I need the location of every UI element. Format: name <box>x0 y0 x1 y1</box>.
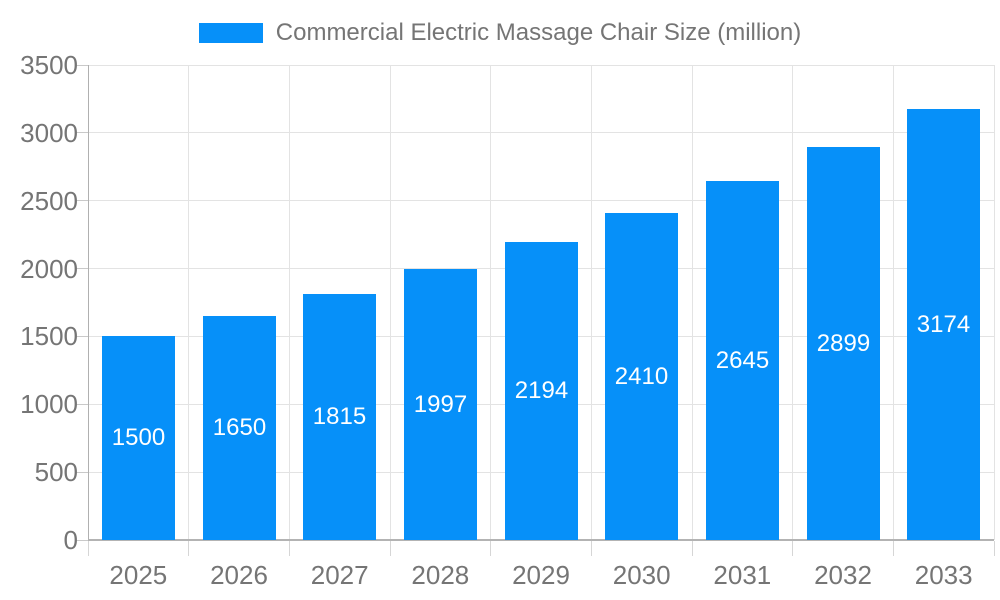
y-tick-label: 1000 <box>20 389 78 420</box>
x-axis-tick <box>188 541 190 556</box>
legend-label: Commercial Electric Massage Chair Size (… <box>275 19 802 46</box>
legend-item[interactable]: Commercial Electric Massage Chair Size (… <box>198 19 802 47</box>
legend-swatch-icon <box>198 23 263 43</box>
y-axis-tick <box>76 335 88 337</box>
x-tick-label: 2031 <box>713 560 772 590</box>
x-gridline <box>590 65 592 540</box>
y-tick-label: 0 <box>63 525 78 555</box>
y-tick-label: 3000 <box>20 117 78 148</box>
y-tick-label: 2500 <box>20 185 78 216</box>
x-gridline <box>993 65 995 540</box>
bar[interactable]: 2899 <box>807 147 880 540</box>
y-axis-tick <box>76 64 88 66</box>
bar[interactable]: 1500 <box>102 336 175 540</box>
x-axis-tick <box>87 541 89 556</box>
x-tick-label: 2026 <box>210 560 268 590</box>
y-tick-label: 2000 <box>20 253 78 284</box>
y-axis-line <box>88 65 89 540</box>
bar-value-label: 2410 <box>614 362 669 390</box>
x-axis-tick <box>792 541 794 556</box>
legend: Commercial Electric Massage Chair Size (… <box>0 17 1000 49</box>
x-gridline <box>490 65 492 540</box>
y-tick-label: 1500 <box>20 321 78 352</box>
bar[interactable]: 3174 <box>907 109 980 540</box>
x-tick-label: 2030 <box>612 560 671 590</box>
bar[interactable]: 1650 <box>203 316 276 540</box>
x-gridline <box>892 65 894 540</box>
x-tick-label: 2029 <box>512 560 570 590</box>
x-tick-label: 2033 <box>914 560 973 590</box>
bar-value-label: 3174 <box>916 310 971 338</box>
x-axis-line <box>88 539 994 541</box>
y-axis-tick <box>76 403 88 405</box>
y-tick-label: 3500 <box>20 50 78 80</box>
bar[interactable]: 2410 <box>605 213 678 540</box>
x-gridline <box>389 65 391 540</box>
y-gridline <box>88 132 994 134</box>
bar-value-label: 2645 <box>715 346 770 374</box>
bar-value-label: 1815 <box>312 403 367 430</box>
x-axis-tick <box>691 541 693 556</box>
bar-value-label: 1500 <box>111 424 166 451</box>
x-gridline <box>792 65 794 540</box>
y-axis-tick <box>76 539 88 541</box>
bar[interactable]: 2645 <box>706 181 779 540</box>
x-gridline <box>288 65 290 540</box>
x-tick-label: 2027 <box>310 560 369 590</box>
bar-value-label: 1650 <box>212 414 267 441</box>
x-axis-tick <box>288 541 290 556</box>
bar[interactable]: 1997 <box>404 269 477 540</box>
y-gridline <box>88 64 994 66</box>
y-axis-tick <box>76 132 88 134</box>
x-tick-label: 2032 <box>814 560 872 590</box>
bar-value-label: 1997 <box>413 390 468 418</box>
y-tick-label: 500 <box>34 457 78 488</box>
x-gridline <box>691 65 693 540</box>
y-axis-tick <box>76 268 88 270</box>
x-axis-tick <box>993 541 995 556</box>
bar-value-label: 2194 <box>514 377 569 404</box>
y-gridline <box>88 200 994 202</box>
x-tick-label: 2025 <box>109 560 168 590</box>
plot-area: 1500 1650 1815 1997 2194 2410 2645 2899 3174 <box>88 64 995 541</box>
x-axis-tick <box>389 541 391 556</box>
x-axis-tick <box>490 541 492 556</box>
x-gridline <box>188 65 190 540</box>
bar[interactable]: 1815 <box>303 294 376 540</box>
x-axis-tick <box>590 541 592 556</box>
bar[interactable]: 2194 <box>505 242 578 540</box>
x-tick-label: 2028 <box>411 560 470 590</box>
bar-value-label: 2899 <box>816 329 871 357</box>
x-axis-tick <box>892 541 894 556</box>
y-axis-tick <box>76 471 88 473</box>
y-axis-tick <box>76 200 88 202</box>
